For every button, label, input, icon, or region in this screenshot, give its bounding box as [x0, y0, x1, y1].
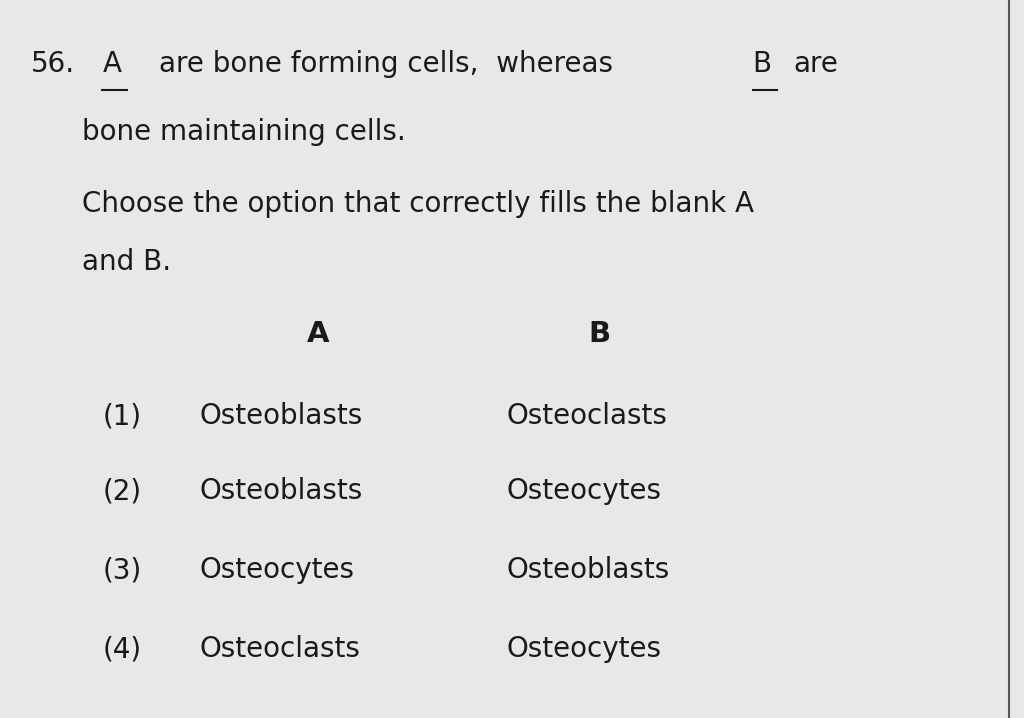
Text: (3): (3): [102, 556, 141, 584]
Text: Choose the option that correctly fills the blank A: Choose the option that correctly fills t…: [82, 190, 754, 218]
Text: and B.: and B.: [82, 248, 171, 276]
Text: (4): (4): [102, 635, 141, 663]
Text: 56.: 56.: [31, 50, 75, 78]
Text: B: B: [589, 320, 611, 348]
Text: A: A: [102, 50, 122, 78]
Text: A: A: [102, 50, 122, 78]
Text: Osteoblasts: Osteoblasts: [200, 402, 362, 430]
Text: Osteocytes: Osteocytes: [200, 556, 354, 584]
Text: A: A: [307, 320, 330, 348]
Text: are: are: [794, 50, 839, 78]
Text: B: B: [753, 50, 772, 78]
Text: Osteoclasts: Osteoclasts: [507, 402, 668, 430]
Text: Osteocytes: Osteocytes: [507, 635, 662, 663]
Text: (2): (2): [102, 477, 141, 505]
Text: Osteoblasts: Osteoblasts: [200, 477, 362, 505]
Text: (1): (1): [102, 402, 141, 430]
Text: Osteoblasts: Osteoblasts: [507, 556, 670, 584]
Text: are bone forming cells,  whereas: are bone forming cells, whereas: [159, 50, 612, 78]
Text: bone maintaining cells.: bone maintaining cells.: [82, 118, 406, 146]
Text: B: B: [753, 50, 772, 78]
Text: Osteocytes: Osteocytes: [507, 477, 662, 505]
Text: Osteoclasts: Osteoclasts: [200, 635, 360, 663]
